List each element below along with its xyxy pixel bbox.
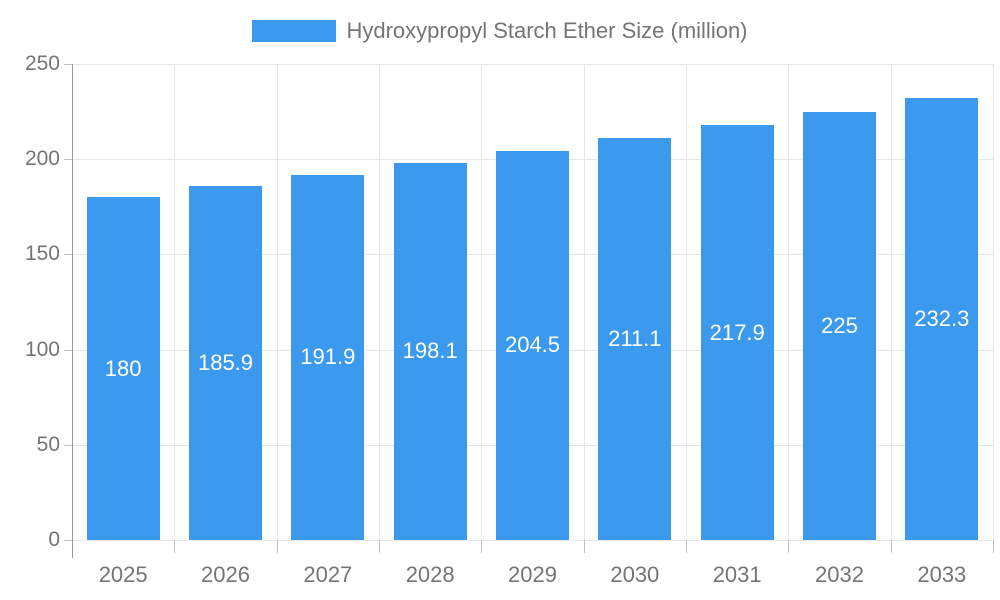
column-gridline	[174, 64, 176, 540]
bar-value-label: 198.1	[402, 338, 458, 364]
bar-2025[interactable]: 180	[86, 197, 160, 540]
y-tick-label: 250	[24, 52, 60, 75]
column-gridline	[583, 64, 585, 540]
legend-swatch	[252, 20, 337, 42]
bar-2031[interactable]: 217.9	[700, 125, 774, 540]
legend-label: Hydroxypropyl Starch Ether Size (million…	[346, 18, 748, 43]
value-gridline	[72, 540, 993, 541]
bar-2032[interactable]: 225	[803, 111, 876, 540]
x-tick-label: 2026	[201, 562, 250, 587]
y-axis-tick	[64, 349, 72, 351]
bar-value-label: 191.9	[300, 344, 356, 370]
y-tick-label: 50	[36, 432, 60, 456]
column-gridline	[788, 64, 790, 540]
x-axis-tick	[481, 540, 483, 553]
x-axis-tick	[686, 540, 687, 553]
y-axis-line	[72, 64, 73, 558]
y-axis-tick	[64, 540, 72, 541]
column-gridline	[481, 64, 483, 540]
y-tick-label: 200	[24, 147, 60, 171]
y-axis-tick	[64, 444, 72, 446]
x-tick-label: 2029	[508, 562, 557, 587]
x-axis-tick	[993, 540, 994, 553]
bar-value-label: 185.9	[197, 350, 254, 375]
x-axis-tick	[890, 540, 892, 553]
x-axis-tick	[788, 540, 790, 553]
y-axis-tick	[64, 64, 72, 65]
x-axis-tick	[379, 540, 380, 553]
value-gridline	[72, 64, 993, 65]
column-gridline	[993, 64, 994, 540]
bar-value-label: 211.1	[608, 326, 662, 352]
x-tick-label: 2025	[98, 562, 148, 587]
x-axis-tick	[276, 540, 278, 553]
bar-2029[interactable]: 204.5	[496, 150, 569, 540]
column-gridline	[379, 64, 380, 540]
x-tick-label: 2031	[712, 562, 762, 587]
bar-value-label: 232.3	[914, 305, 970, 331]
y-axis-tick	[64, 159, 72, 161]
bar-value-label: 217.9	[709, 319, 765, 345]
x-axis-tick	[583, 540, 585, 553]
bar-value-label: 180	[104, 355, 142, 381]
legend[interactable]: Hydroxypropyl Starch Ether Size (million…	[0, 18, 1000, 44]
bar-2030[interactable]: 211.1	[598, 138, 672, 540]
y-tick-label: 150	[24, 242, 60, 266]
x-tick-label: 2028	[405, 562, 455, 587]
y-tick-label: 0	[48, 528, 60, 551]
x-tick-label: 2027	[303, 562, 353, 587]
bar-value-label: 204.5	[504, 332, 561, 358]
bar-2027[interactable]: 191.9	[291, 174, 365, 540]
x-tick-label: 2030	[610, 562, 660, 587]
column-gridline	[276, 64, 278, 540]
bar-2026[interactable]: 185.9	[189, 186, 262, 540]
bar-2033[interactable]: 232.3	[905, 97, 979, 540]
column-gridline	[890, 64, 892, 540]
x-axis-tick	[174, 540, 176, 553]
x-tick-label: 2032	[815, 562, 864, 587]
y-axis-tick	[64, 254, 72, 256]
x-tick-label: 2033	[917, 562, 967, 587]
y-tick-label: 100	[24, 337, 60, 361]
column-gridline	[686, 64, 687, 540]
bar-value-label: 225	[821, 312, 858, 338]
bar-2028[interactable]: 198.1	[393, 162, 467, 540]
